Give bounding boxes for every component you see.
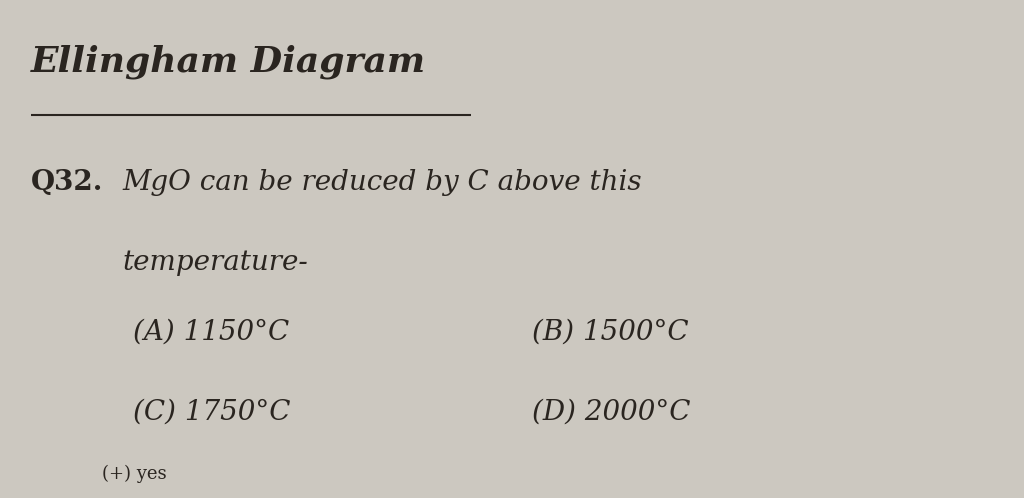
Text: MgO can be reduced by C above this: MgO can be reduced by C above this [123,169,642,196]
Text: (A) 1150°C: (A) 1150°C [133,319,290,346]
Text: (D) 2000°C: (D) 2000°C [532,398,691,425]
Text: Q32.: Q32. [31,169,103,196]
Text: temperature-: temperature- [123,249,308,276]
Text: (C) 1750°C: (C) 1750°C [133,398,291,425]
Text: (B) 1500°C: (B) 1500°C [532,319,689,346]
Text: Ellingham Diagram: Ellingham Diagram [31,45,426,79]
Text: (+) yes: (+) yes [102,465,167,483]
